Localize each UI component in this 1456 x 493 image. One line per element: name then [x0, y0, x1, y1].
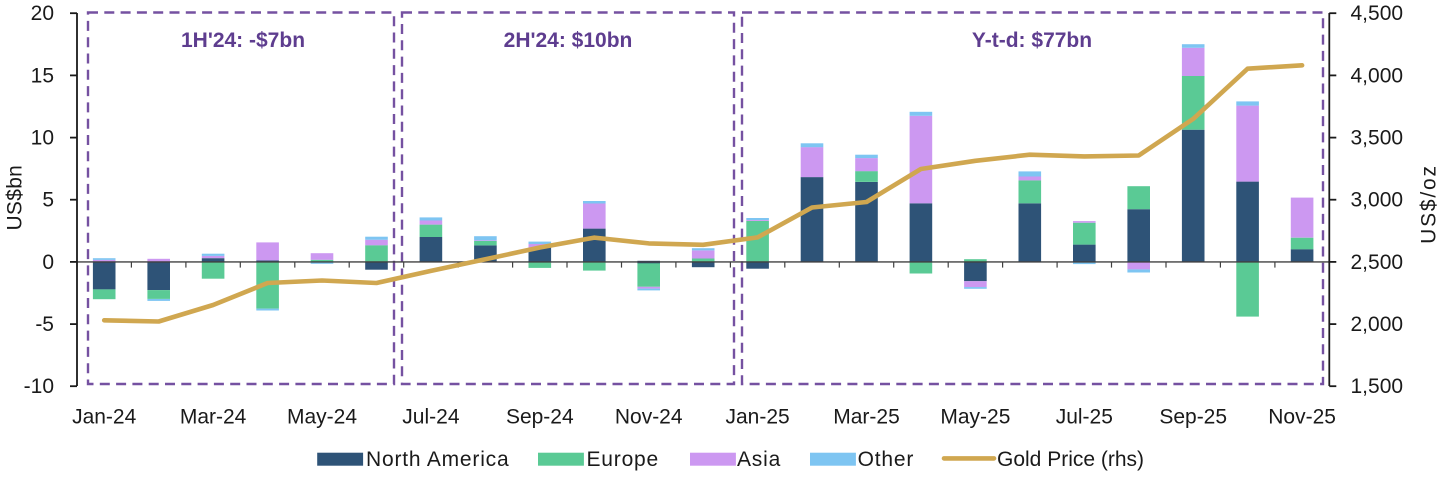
svg-text:Europe: Europe: [587, 448, 660, 471]
svg-text:0: 0: [42, 251, 54, 274]
svg-text:Asia: Asia: [737, 448, 781, 471]
svg-text:Jul-24: Jul-24: [402, 406, 460, 429]
svg-text:Sep-24: Sep-24: [506, 406, 574, 429]
svg-text:2,000: 2,000: [1351, 313, 1404, 336]
svg-text:1,500: 1,500: [1351, 375, 1404, 398]
svg-text:Other: Other: [858, 448, 915, 471]
svg-text:Mar-24: Mar-24: [180, 406, 247, 429]
svg-text:-10: -10: [24, 375, 54, 398]
svg-text:May-24: May-24: [287, 406, 357, 429]
svg-text:Gold Price (rhs): Gold Price (rhs): [997, 448, 1144, 471]
svg-text:5: 5: [42, 189, 54, 212]
svg-text:Nov-25: Nov-25: [1268, 406, 1336, 429]
svg-text:20: 20: [31, 2, 54, 25]
svg-text:Jan-25: Jan-25: [725, 406, 789, 429]
svg-text:May-25: May-25: [940, 406, 1010, 429]
svg-text:Mar-25: Mar-25: [833, 406, 900, 429]
svg-text:Jan-24: Jan-24: [72, 406, 137, 429]
svg-text:3,000: 3,000: [1351, 189, 1404, 212]
svg-text:1H'24: -$7bn: 1H'24: -$7bn: [181, 29, 305, 52]
svg-text:US$/oz: US$/oz: [1418, 164, 1441, 244]
svg-text:Sep-25: Sep-25: [1159, 406, 1227, 429]
svg-text:North America: North America: [366, 448, 509, 471]
svg-text:2,500: 2,500: [1351, 251, 1404, 274]
svg-text:10: 10: [31, 127, 54, 150]
svg-text:4,500: 4,500: [1351, 2, 1404, 25]
svg-text:US$bn: US$bn: [4, 165, 27, 231]
svg-text:3,500: 3,500: [1351, 127, 1404, 150]
svg-text:15: 15: [31, 64, 54, 87]
svg-text:Y-t-d: $77bn: Y-t-d: $77bn: [972, 29, 1092, 52]
svg-text:Nov-24: Nov-24: [615, 406, 683, 429]
svg-text:2H'24: $10bn: 2H'24: $10bn: [504, 29, 633, 52]
svg-text:Jul-25: Jul-25: [1056, 406, 1113, 429]
svg-text:-5: -5: [35, 313, 54, 336]
svg-text:4,000: 4,000: [1351, 64, 1404, 87]
